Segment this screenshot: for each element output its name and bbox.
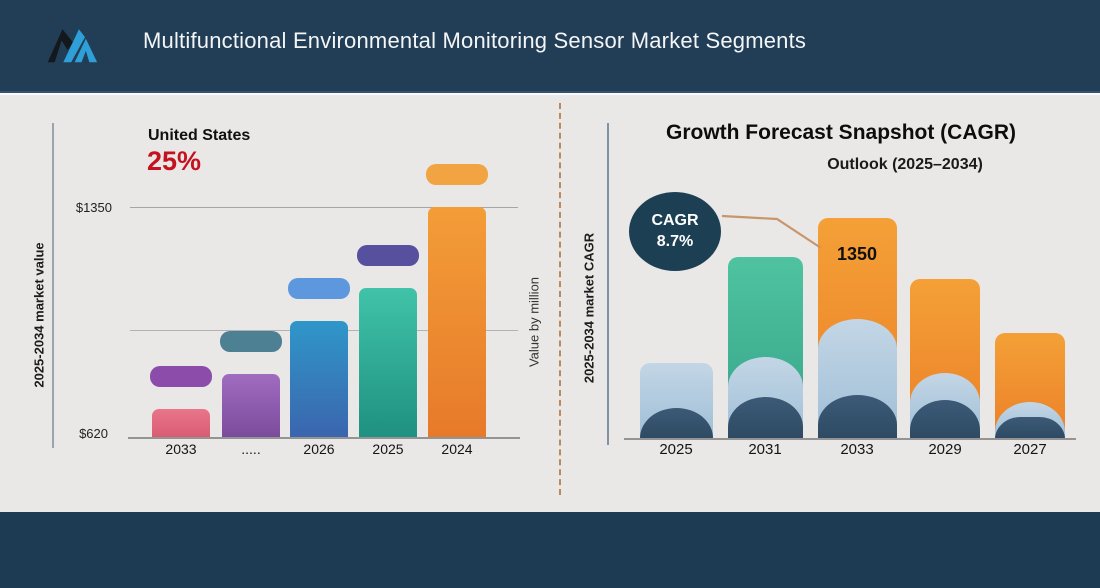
cagr-badge-label: CAGR — [651, 211, 699, 229]
right-chart-title: Growth Forecast Snapshot (CAGR) — [665, 121, 1017, 144]
right-bar-segment-navy — [727, 396, 803, 439]
left-bar-2026 — [290, 320, 348, 438]
left-bar-2033 — [152, 409, 210, 438]
footer-bar: @ All Market Analysis Snapshot GlobalMul… — [0, 512, 1100, 588]
right-x-label-2033: 2033 — [840, 441, 874, 458]
right-x-label-2025: 2025 — [659, 441, 693, 458]
left-tick-620: $620 — [79, 426, 108, 441]
right-chart-subtitle: Outlook (2025–2034) — [827, 156, 983, 173]
left-bar-cap-2024 — [426, 164, 488, 185]
right-bar-2033 — [817, 217, 897, 439]
region-label: United States — [148, 127, 251, 144]
right-bar-segment-navy — [817, 394, 897, 439]
right-x-axis-line — [624, 438, 1076, 440]
right-bar-2029 — [910, 278, 980, 439]
left-bar-cap-col1 — [220, 331, 282, 353]
right-bar-value-label: 1350 — [836, 243, 878, 264]
left-bar-2025 — [359, 287, 417, 438]
cagr-badge-value: 8.7% — [656, 232, 694, 250]
right-x-label-2027: 2027 — [1013, 441, 1047, 458]
left-x-label-col1: ..... — [241, 441, 261, 457]
right-y-axis-line — [607, 123, 609, 445]
left-bar-cap-2026 — [288, 277, 350, 299]
left-bar-col1 — [222, 374, 280, 438]
left-bar-2024 — [428, 207, 486, 438]
region-value: 25% — [147, 146, 202, 176]
right-bar-2031 — [727, 256, 803, 439]
ama-logo-icon — [47, 29, 98, 63]
header-bar: Multifunctional Environmental Monitoring… — [0, 0, 1100, 93]
gridline-1350 — [130, 206, 518, 208]
left-bar-cap-2025 — [357, 244, 419, 266]
left-x-label-2025: 2025 — [372, 441, 404, 457]
right-bar-segment-navy — [639, 407, 713, 439]
cagr-connector-line — [721, 214, 822, 249]
left-tick-1350: $1350 — [75, 200, 112, 215]
right-x-label-2029: 2029 — [928, 441, 962, 458]
content-top-border — [0, 93, 1100, 95]
left-x-label-2033: 2033 — [165, 441, 197, 457]
right-bar-2027 — [995, 332, 1065, 439]
cagr-badge: CAGR 8.7% — [629, 192, 721, 271]
left-y-axis-line — [52, 123, 54, 448]
left-x-axis-line — [128, 437, 520, 439]
right-bar-segment-navy — [995, 416, 1065, 439]
left-bar-cap-2033 — [150, 366, 212, 388]
right-x-label-2031: 2031 — [748, 441, 782, 458]
page-title: Multifunctional Environmental Monitoring… — [143, 28, 807, 53]
left-x-label-2026: 2026 — [303, 441, 335, 457]
panel-divider — [559, 103, 561, 495]
left-x-label-2024: 2024 — [441, 441, 473, 457]
right-bar-2025 — [639, 362, 713, 439]
